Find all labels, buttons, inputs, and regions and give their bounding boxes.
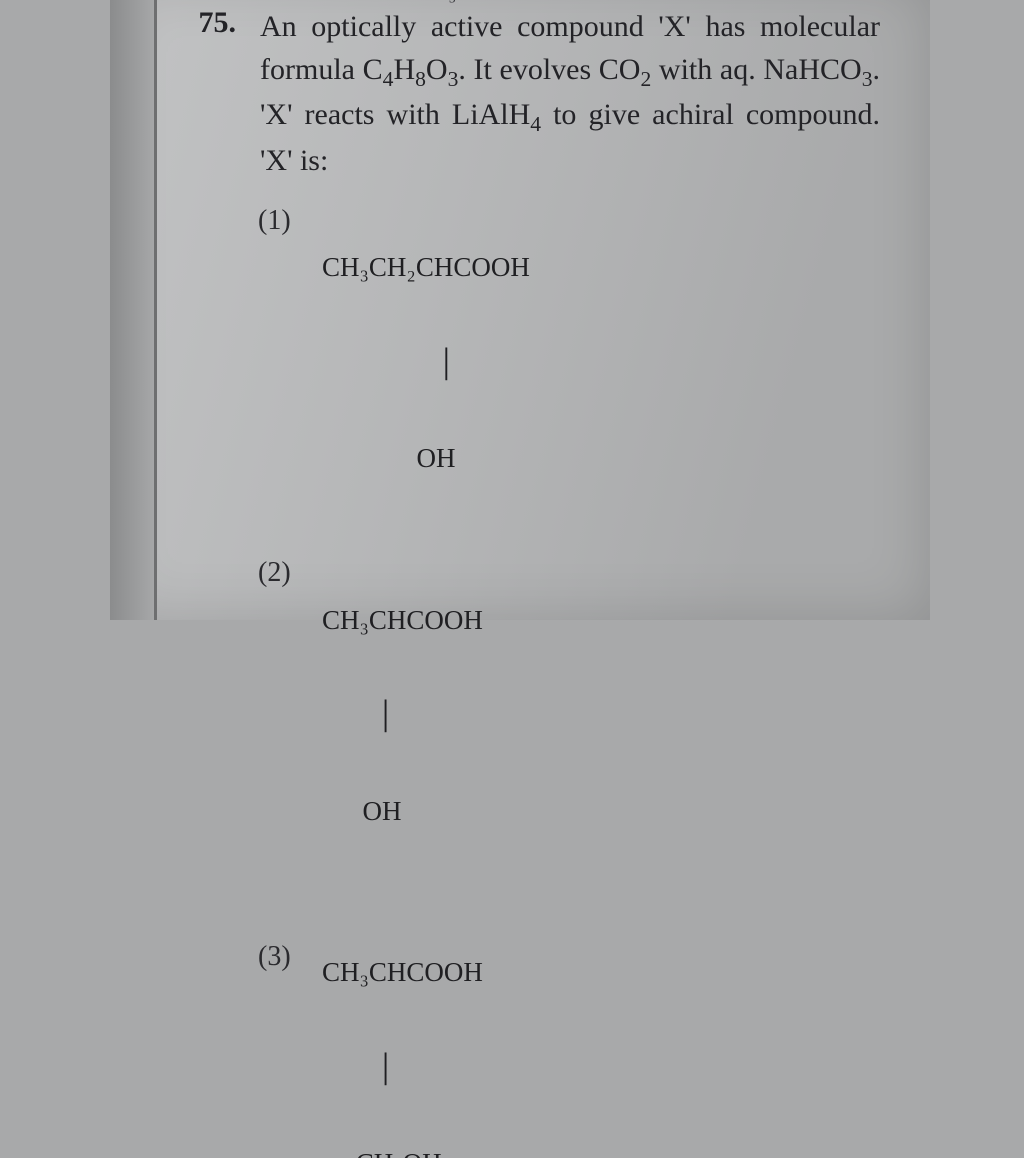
chem-row: CH₃CHCOOH: [322, 957, 902, 989]
previous-question-fragment: CH₃: [418, 0, 456, 4]
chem-bond: │: [322, 700, 902, 732]
question-stem: An optically active compound 'X' has mol…: [260, 6, 880, 183]
question-block: 75. An optically active compound 'X' has…: [182, 6, 902, 1158]
question-number: 75.: [182, 6, 236, 40]
answer-options: (1) CH₃CH₂CHCOOH │ OH (2) CH₃CHCOOH │ OH: [260, 189, 902, 1158]
chem-bond: │: [322, 348, 902, 380]
option-3: (3) CH₃CHCOOH │ CH₂OH: [260, 893, 902, 1158]
chemical-structure: CH₃CHCOOH │ OH: [322, 541, 902, 891]
page-margin-rule: [110, 0, 157, 620]
option-label: (2): [258, 557, 291, 589]
option-2: (2) CH₃CHCOOH │ OH: [260, 541, 902, 891]
stem-text: H: [393, 53, 415, 86]
chemical-structure: CH₃CH₂CHCOOH │ OH: [322, 189, 902, 539]
chem-row: OH: [322, 443, 902, 475]
chem-bond: │: [322, 1053, 902, 1085]
formula-subscript: 8: [415, 67, 426, 91]
chem-row: OH: [322, 796, 902, 828]
stem-text: with aq. NaHCO: [651, 53, 861, 86]
chem-row: CH₂OH: [322, 1148, 902, 1158]
option-label: (1): [258, 205, 291, 237]
option-label: (3): [258, 941, 291, 973]
option-1: (1) CH₃CH₂CHCOOH │ OH: [260, 189, 902, 539]
formula-subscript: 4: [383, 67, 394, 91]
stem-text: O: [426, 53, 448, 86]
chem-row: CH₃CHCOOH: [322, 605, 902, 637]
formula-subscript: 3: [862, 67, 873, 91]
chemical-structure: CH₃CHCOOH │ CH₂OH: [322, 893, 902, 1158]
scanned-page: CH₃ 75. An optically active compound 'X'…: [110, 0, 930, 620]
formula-subscript: 3: [448, 67, 459, 91]
chem-row: CH₃CH₂CHCOOH: [322, 252, 902, 284]
formula-subscript: 2: [640, 67, 651, 91]
stem-text: . It evolves CO: [458, 53, 640, 86]
formula-subscript: 4: [530, 112, 541, 136]
